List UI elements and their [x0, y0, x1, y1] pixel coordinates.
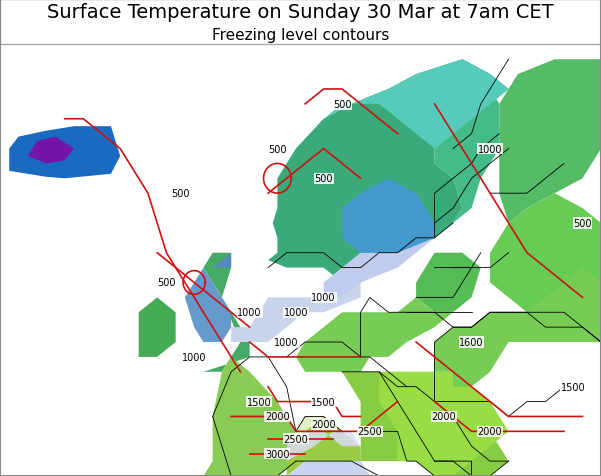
- Polygon shape: [342, 372, 508, 476]
- Polygon shape: [185, 253, 231, 298]
- Text: 1000: 1000: [284, 307, 308, 317]
- Text: 2500: 2500: [358, 426, 382, 436]
- Polygon shape: [499, 60, 601, 223]
- Polygon shape: [323, 223, 435, 298]
- Polygon shape: [231, 283, 361, 342]
- Text: 1000: 1000: [478, 144, 502, 154]
- Polygon shape: [416, 253, 481, 313]
- Polygon shape: [175, 253, 249, 372]
- Polygon shape: [490, 194, 601, 313]
- Polygon shape: [287, 431, 361, 461]
- Text: 1500: 1500: [246, 397, 271, 407]
- Polygon shape: [296, 298, 453, 372]
- Polygon shape: [435, 60, 508, 238]
- Text: 2000: 2000: [265, 412, 290, 422]
- Polygon shape: [194, 357, 296, 476]
- Polygon shape: [287, 416, 361, 476]
- FancyBboxPatch shape: [0, 0, 601, 45]
- Text: 1000: 1000: [275, 337, 299, 347]
- Text: 500: 500: [314, 174, 333, 184]
- Text: 1500: 1500: [561, 382, 585, 392]
- Text: 3000: 3000: [265, 449, 290, 459]
- Polygon shape: [28, 137, 74, 164]
- Text: 500: 500: [333, 99, 352, 109]
- Text: 1600: 1600: [459, 337, 484, 347]
- Polygon shape: [342, 179, 435, 253]
- Polygon shape: [435, 268, 601, 387]
- Text: 2000: 2000: [432, 412, 456, 422]
- Polygon shape: [185, 461, 435, 476]
- Polygon shape: [268, 60, 508, 283]
- Polygon shape: [287, 416, 361, 446]
- Text: Freezing level contours: Freezing level contours: [212, 28, 389, 43]
- Polygon shape: [9, 127, 120, 179]
- Text: 500: 500: [157, 278, 175, 288]
- Polygon shape: [323, 60, 508, 149]
- Text: Surface Temperature on Sunday 30 Mar at 7am CET: Surface Temperature on Sunday 30 Mar at …: [47, 3, 554, 22]
- Polygon shape: [323, 461, 379, 476]
- Polygon shape: [379, 372, 508, 476]
- Text: 1000: 1000: [311, 293, 336, 303]
- Text: 500: 500: [268, 144, 287, 154]
- Text: 500: 500: [171, 189, 189, 199]
- Polygon shape: [185, 268, 231, 342]
- Text: 1500: 1500: [311, 397, 336, 407]
- Text: 500: 500: [573, 218, 592, 228]
- Polygon shape: [139, 298, 175, 357]
- Text: 2000: 2000: [311, 419, 336, 429]
- Text: 1000: 1000: [237, 307, 262, 317]
- Text: 2500: 2500: [284, 434, 308, 444]
- Text: 2000: 2000: [478, 426, 502, 436]
- Text: 1000: 1000: [182, 352, 206, 362]
